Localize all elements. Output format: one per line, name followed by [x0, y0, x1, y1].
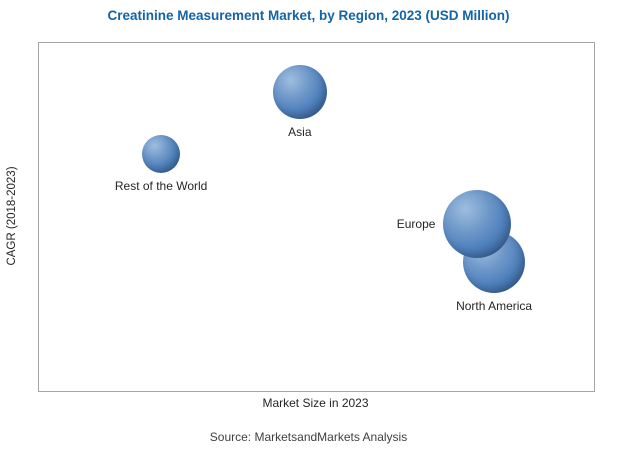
- bubble-europe: [443, 189, 512, 258]
- y-axis-label: CAGR (2018-2023): [6, 166, 18, 266]
- bubble-label-rest-of-the-world: Rest of the World: [114, 179, 208, 194]
- source-note: Source: MarketsandMarkets Analysis: [209, 430, 408, 444]
- plot-area: Asia Rest of the World North America Europe: [38, 42, 595, 392]
- bubble-rest-of-the-world: [142, 135, 181, 174]
- bubble-label-north-america: North America: [456, 299, 533, 314]
- bubble-asia: [272, 64, 327, 119]
- bubble-label-asia: Asia: [288, 124, 312, 139]
- bubble-label-europe: Europe: [396, 216, 436, 231]
- x-axis-label: Market Size in 2023: [262, 396, 369, 410]
- chart-title: Creatinine Measurement Market, by Region…: [107, 8, 510, 23]
